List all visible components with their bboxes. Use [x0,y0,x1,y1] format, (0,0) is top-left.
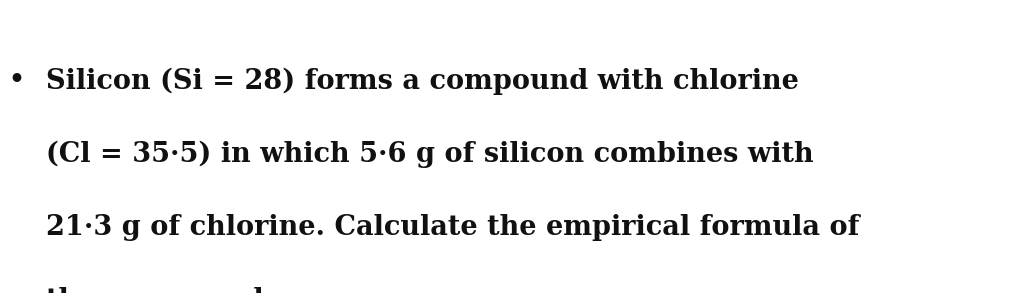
Text: the compound.: the compound. [46,287,273,293]
Text: Silicon (Si = 28) forms a compound with chlorine: Silicon (Si = 28) forms a compound with … [46,67,799,95]
Text: 21·3 g of chlorine. Calculate the empirical formula of: 21·3 g of chlorine. Calculate the empiri… [46,214,859,241]
Text: •: • [8,67,25,91]
Text: (Cl = 35·5) in which 5·6 g of silicon combines with: (Cl = 35·5) in which 5·6 g of silicon co… [46,141,814,168]
